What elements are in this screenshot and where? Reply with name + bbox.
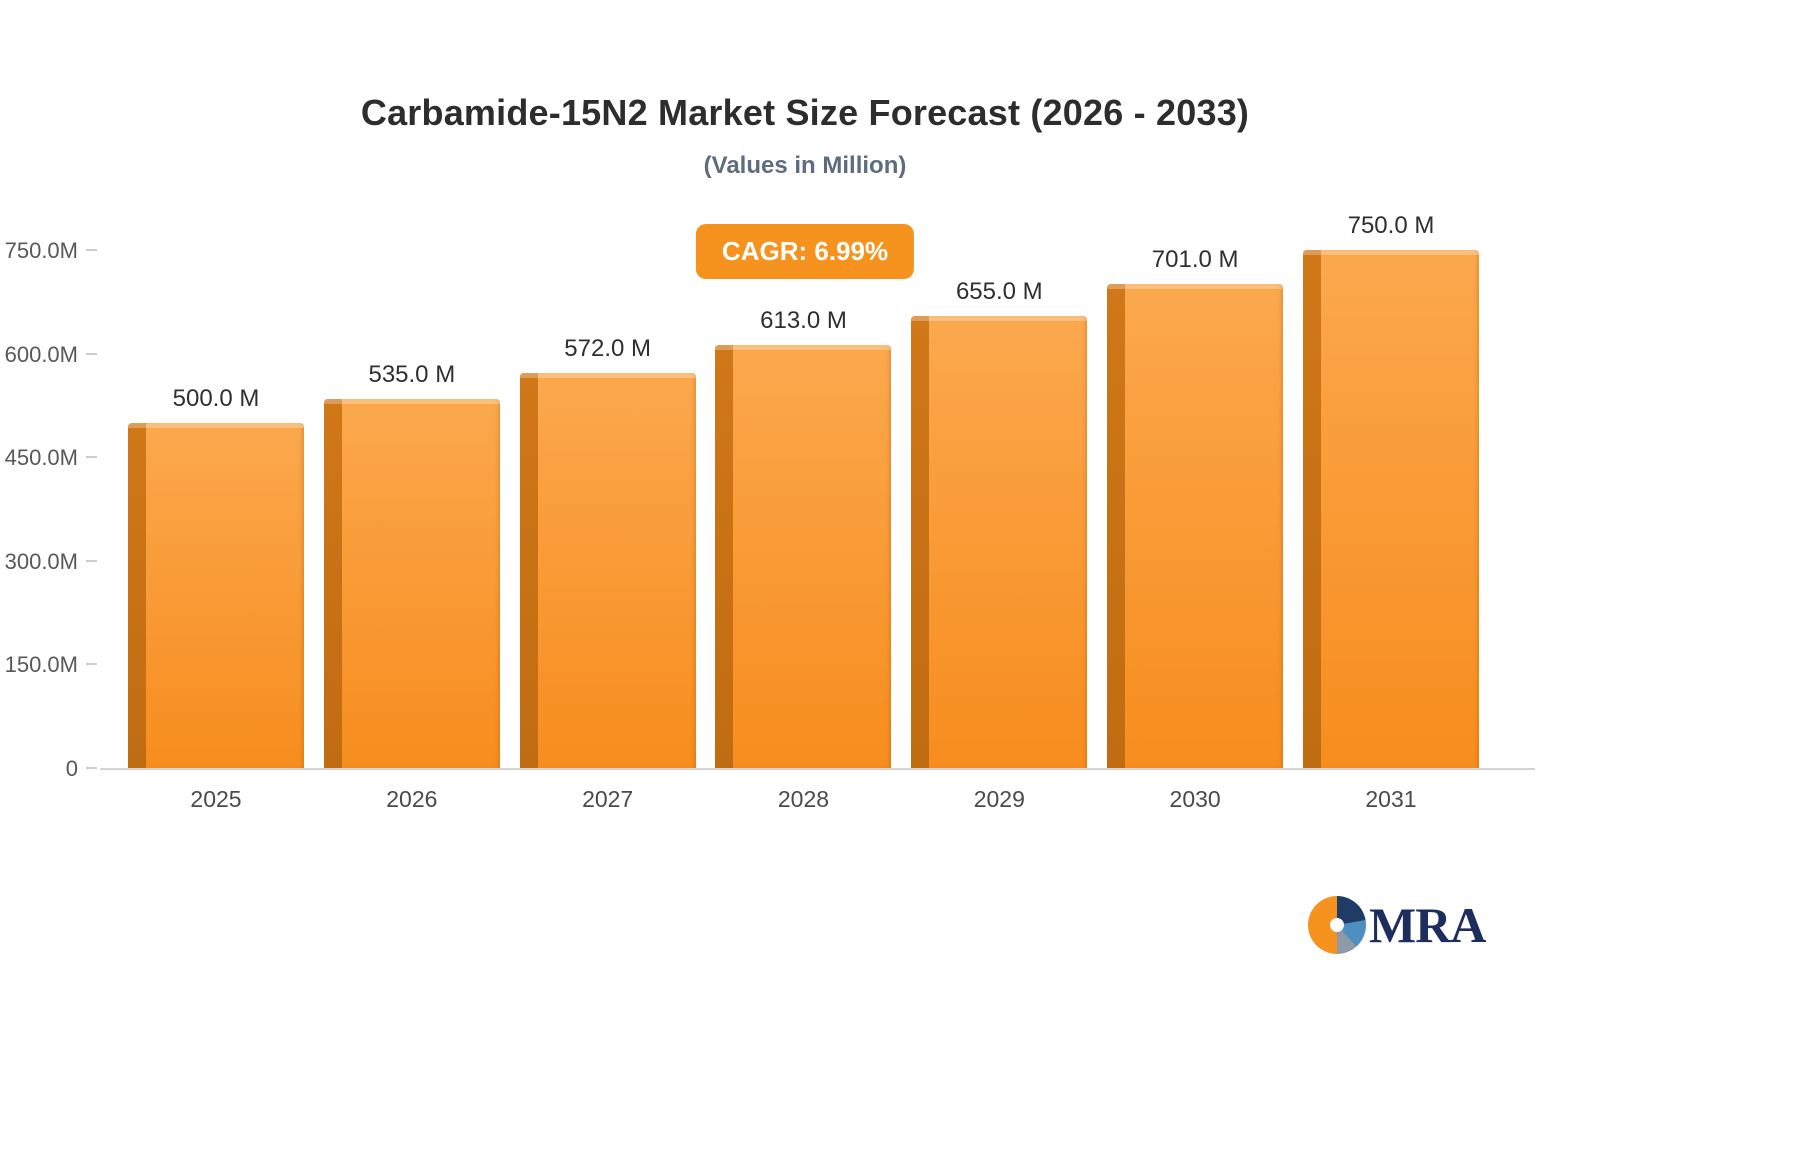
bar-top-face (715, 344, 892, 350)
bar-top-face (911, 315, 1088, 321)
x-tick-label: 2029 (973, 786, 1025, 812)
bar-2027 (519, 372, 696, 768)
y-tick-mark (86, 663, 97, 666)
bar-column-2027: 572.0 M (519, 252, 696, 768)
bar-2031 (1302, 250, 1479, 768)
bar-side-face (1107, 283, 1126, 768)
y-tick-mark (86, 352, 97, 355)
plot-area: 500.0 M 535.0 M 572.0 M 613.0 M 655.0 M 701.0… (86, 212, 1535, 770)
bar-side-face (128, 422, 146, 768)
bar-value-label: 500.0 M (172, 384, 260, 412)
x-axis: 2025 2026 2027 2028 2029 2030 2031 (100, 786, 1535, 813)
bar-top-face (323, 398, 500, 404)
bar-value-label: 535.0 M (368, 360, 456, 388)
cagr-badge: CAGR: 6.99% (695, 224, 915, 279)
bar-top-face (1107, 283, 1284, 289)
bar-side-face (1302, 250, 1321, 768)
chart-subtitle: (Values in Million) (703, 152, 907, 179)
bar-2025 (128, 422, 304, 768)
bar-value-label: 701.0 M (1151, 245, 1239, 273)
bar-top-face (1302, 250, 1479, 255)
bar-column-2028: 613.0 M (715, 252, 892, 768)
bar-column-2025: 500.0 M (128, 252, 304, 768)
bar-side-face (715, 344, 734, 768)
chart-area: CAGR: 6.99% 750.0M 600.0M 450.0M 300.0M 150.… (0, 212, 1800, 864)
bar-2029 (911, 315, 1088, 768)
chart-header: Carbamide-15N2 Market Size Forecast (202… (0, 0, 1610, 180)
bar-2030 (1107, 283, 1284, 768)
bar-side-face (519, 372, 538, 768)
y-tick-label: 0 (65, 756, 78, 781)
bar-top-face (519, 372, 696, 378)
y-tick-mark (86, 767, 97, 769)
bar-side-face (911, 315, 930, 768)
bar-2026 (323, 398, 500, 768)
bar-value-label: 572.0 M (564, 334, 652, 362)
x-tick-label: 2030 (1169, 786, 1221, 812)
bar-side-face (323, 398, 342, 768)
bar-column-2026: 535.0 M (323, 252, 500, 768)
y-tick-mark (86, 559, 97, 562)
bar-column-2030: 701.0 M (1107, 246, 1284, 768)
y-tick-label: 450.0M (4, 445, 78, 471)
bar-value-label: 613.0 M (760, 306, 847, 334)
bar-top-face (128, 422, 304, 428)
pie-logo-icon (1308, 896, 1366, 954)
brand-logo-text: MRA (1369, 897, 1486, 953)
bar-column-2031: 750.0 M (1302, 212, 1479, 768)
bar-value-label: 750.0 M (1347, 212, 1435, 239)
y-tick-label: 600.0M (4, 341, 78, 367)
y-tick-mark (86, 456, 97, 459)
x-tick-label: 2031 (1365, 786, 1417, 812)
bar-2028 (715, 344, 892, 768)
y-tick-label: 750.0M (4, 238, 78, 263)
bar-column-2029: 655.0 M (911, 252, 1088, 768)
y-tick-label: 300.0M (4, 548, 78, 574)
x-tick-label: 2025 (190, 786, 242, 812)
y-tick-mark (86, 249, 97, 251)
y-tick-label: 150.0M (4, 652, 78, 678)
x-tick-label: 2027 (582, 786, 634, 812)
x-tick-label: 2026 (386, 786, 438, 812)
brand-logo: MRA (1308, 896, 1486, 954)
y-axis: 750.0M 600.0M 450.0M 300.0M 150.0M 0 (0, 240, 88, 780)
bar-value-label: 655.0 M (955, 277, 1043, 305)
x-tick-label: 2028 (777, 786, 830, 812)
chart-title: Carbamide-15N2 Market Size Forecast (202… (360, 92, 1250, 133)
